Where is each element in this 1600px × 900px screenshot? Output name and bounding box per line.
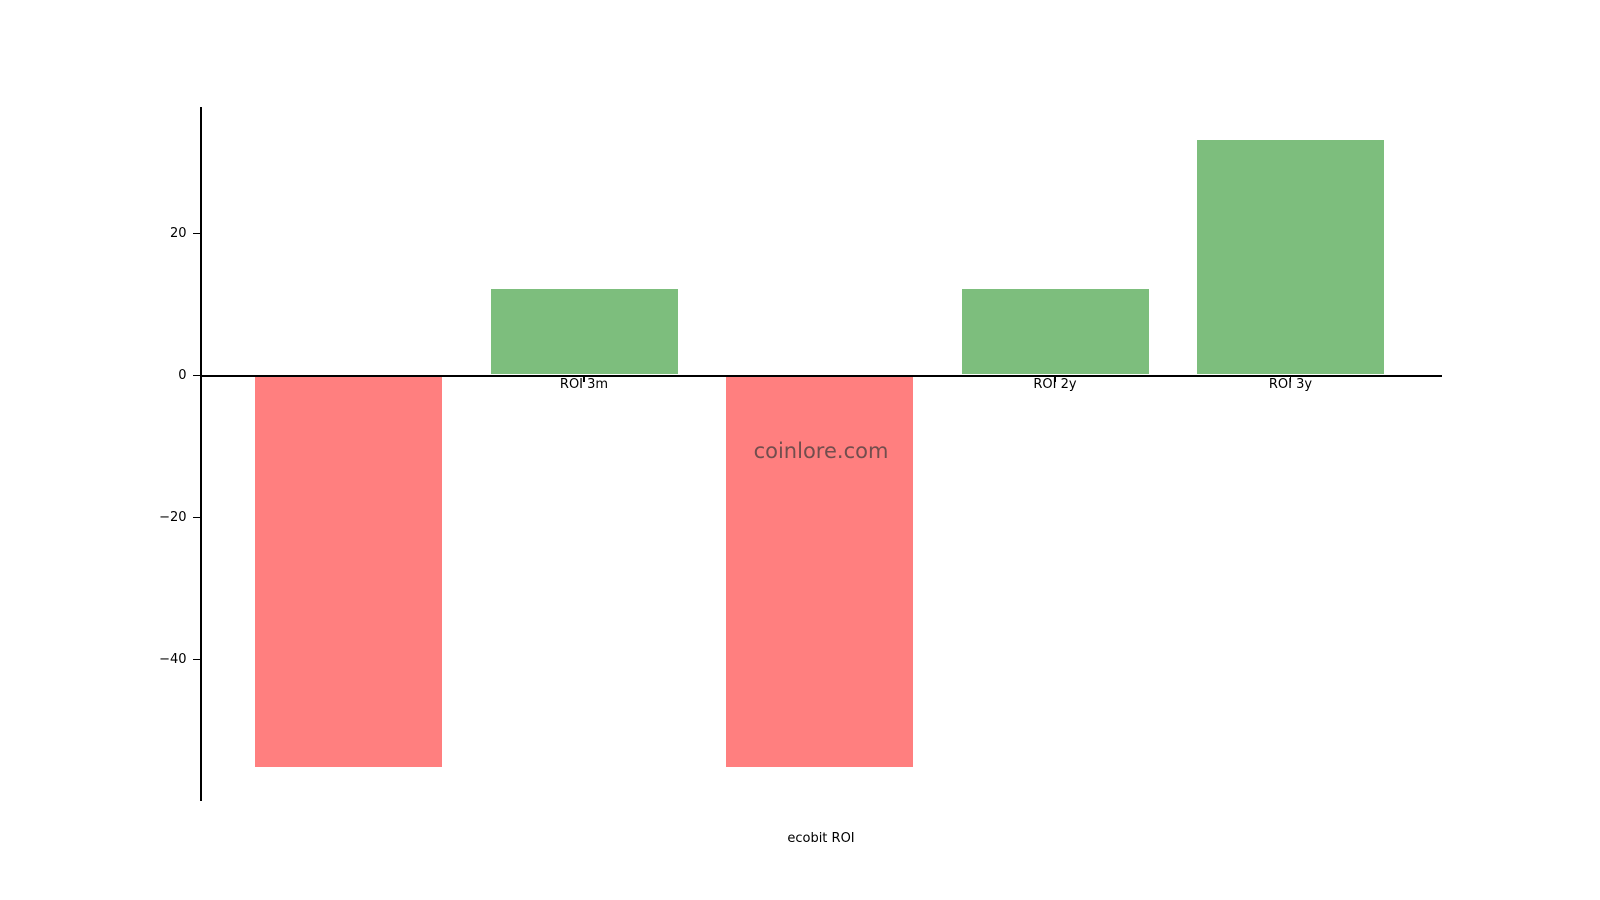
y-tick [192, 374, 200, 377]
y-tick [192, 516, 200, 519]
x-axis-line [199, 374, 1442, 377]
bar [726, 376, 913, 767]
x-tick-label: ROI 2y [1033, 376, 1077, 392]
x-tick [583, 375, 585, 382]
watermark: coinlore.com [753, 439, 889, 463]
y-tick-label: 0 [178, 367, 187, 383]
y-tick-label: −40 [159, 651, 187, 667]
x-tick [1289, 375, 1292, 382]
y-axis-line [199, 107, 202, 801]
bar [255, 376, 442, 767]
bar [490, 289, 678, 375]
y-tick-label: 20 [169, 225, 187, 241]
x-tick-label: ROI 3m [559, 376, 609, 392]
x-tick [1054, 375, 1056, 382]
bar [961, 289, 1149, 375]
y-tick [192, 658, 200, 661]
bar [1197, 140, 1384, 375]
x-tick-label: ROI 3y [1268, 376, 1313, 392]
y-tick [192, 232, 200, 235]
y-tick-label: −20 [159, 509, 187, 525]
x-axis-title: ecobit ROI [787, 831, 855, 846]
